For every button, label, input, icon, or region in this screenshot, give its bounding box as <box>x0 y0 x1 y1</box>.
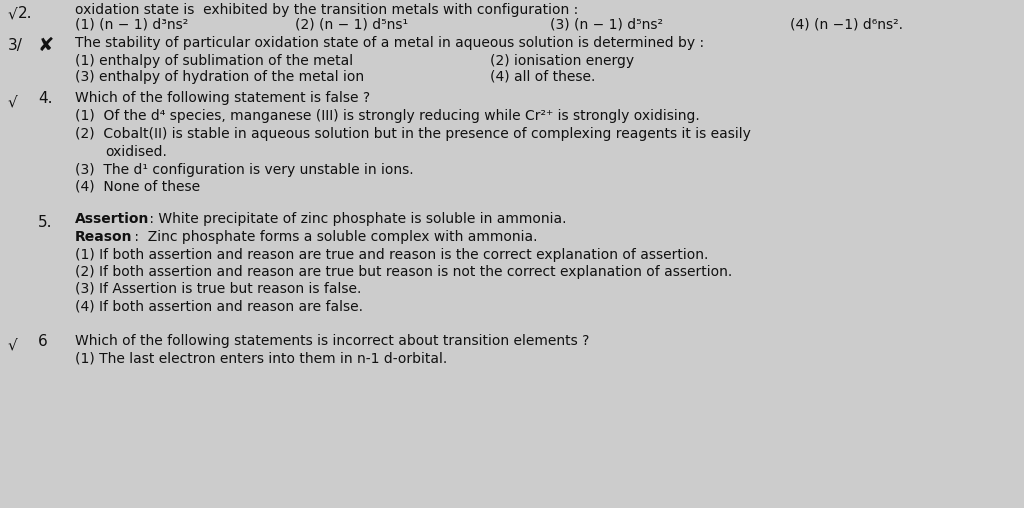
Text: oxidised.: oxidised. <box>105 145 167 159</box>
Text: (2) If both assertion and reason are true but reason is not the correct explanat: (2) If both assertion and reason are tru… <box>75 265 732 279</box>
Text: 2.: 2. <box>18 6 33 21</box>
Text: Reason: Reason <box>75 230 132 244</box>
Text: 6: 6 <box>38 334 48 349</box>
Text: √: √ <box>8 94 17 109</box>
Text: oxidation state is  exhibited by the transition metals with configuration :: oxidation state is exhibited by the tran… <box>75 3 579 17</box>
Text: 5.: 5. <box>38 215 52 230</box>
Text: : White precipitate of zinc phosphate is soluble in ammonia.: : White precipitate of zinc phosphate is… <box>145 212 566 226</box>
Text: ✘: ✘ <box>38 36 54 55</box>
Text: Which of the following statement is false ?: Which of the following statement is fals… <box>75 91 370 105</box>
Text: (4) all of these.: (4) all of these. <box>490 70 595 84</box>
Text: (3) enthalpy of hydration of the metal ion: (3) enthalpy of hydration of the metal i… <box>75 70 365 84</box>
Text: (1) The last electron enters into them in n-1 d-orbital.: (1) The last electron enters into them i… <box>75 352 447 366</box>
Text: (1)  Of the d⁴ species, manganese (III) is strongly reducing while Cr²⁺ is stron: (1) Of the d⁴ species, manganese (III) i… <box>75 109 699 123</box>
Text: (3) If Assertion is true but reason is false.: (3) If Assertion is true but reason is f… <box>75 282 361 296</box>
Text: Assertion: Assertion <box>75 212 150 226</box>
Text: (3) (n − 1) d⁵ns²: (3) (n − 1) d⁵ns² <box>550 18 663 32</box>
Text: (1) (n − 1) d³ns²: (1) (n − 1) d³ns² <box>75 18 188 32</box>
Text: :  Zinc phosphate forms a soluble complex with ammonia.: : Zinc phosphate forms a soluble complex… <box>130 230 538 244</box>
Text: (2) (n − 1) d⁵ns¹: (2) (n − 1) d⁵ns¹ <box>295 18 409 32</box>
Text: (1) enthalpy of sublimation of the metal: (1) enthalpy of sublimation of the metal <box>75 54 353 68</box>
Text: (4) (n −1) d⁶ns².: (4) (n −1) d⁶ns². <box>790 18 903 32</box>
Text: (1) If both assertion and reason are true and reason is the correct explanation : (1) If both assertion and reason are tru… <box>75 248 709 262</box>
Text: (2) ionisation energy: (2) ionisation energy <box>490 54 634 68</box>
Text: The stability of particular oxidation state of a metal in aqueous solution is de: The stability of particular oxidation st… <box>75 36 705 50</box>
Text: 3/: 3/ <box>8 38 23 53</box>
Text: (4) If both assertion and reason are false.: (4) If both assertion and reason are fal… <box>75 299 362 313</box>
Text: Which of the following statements is incorrect about transition elements ?: Which of the following statements is inc… <box>75 334 590 348</box>
Text: (3)  The d¹ configuration is very unstable in ions.: (3) The d¹ configuration is very unstabl… <box>75 163 414 177</box>
Text: (4)  None of these: (4) None of these <box>75 179 200 193</box>
Text: √: √ <box>8 337 17 352</box>
Text: 4.: 4. <box>38 91 52 106</box>
Text: √: √ <box>8 6 17 21</box>
Text: (2)  Cobalt(II) is stable in aqueous solution but in the presence of complexing : (2) Cobalt(II) is stable in aqueous solu… <box>75 127 751 141</box>
